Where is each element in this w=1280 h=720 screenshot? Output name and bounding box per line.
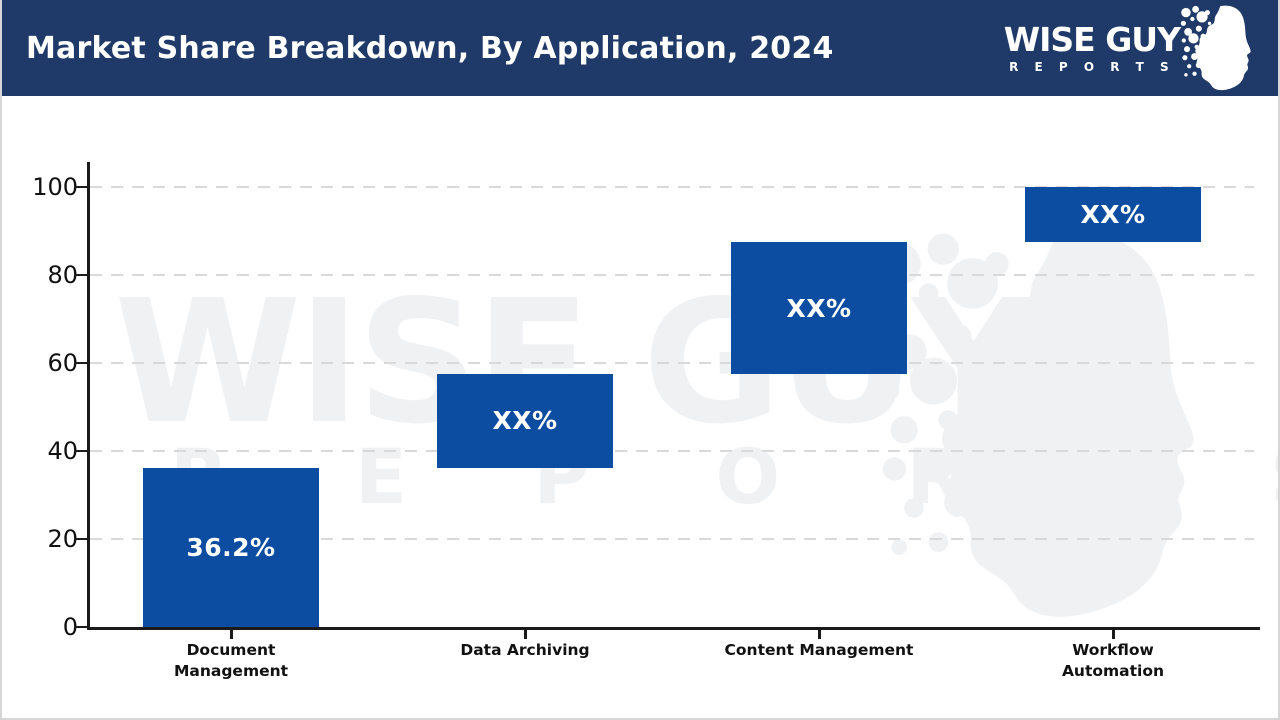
x-category-line: Management xyxy=(173,662,289,680)
y-tick-mark xyxy=(75,274,87,276)
x-axis-line xyxy=(87,627,1260,630)
y-tick-label: 100 xyxy=(32,173,78,201)
watermark-face-icon xyxy=(870,222,1202,628)
bar-segment: XX% xyxy=(437,374,613,468)
y-tick-label: 60 xyxy=(47,349,78,377)
bar-segment: 36.2% xyxy=(143,467,319,627)
y-tick-label: 20 xyxy=(47,525,78,553)
brand-name: WISE GUY xyxy=(1003,19,1181,59)
y-tick-label: 40 xyxy=(47,437,78,465)
y-tick-mark xyxy=(75,626,87,628)
x-category-line: Workflow xyxy=(1072,641,1154,659)
x-tick-mark xyxy=(818,630,821,639)
gridline xyxy=(90,362,1254,364)
bar-value-label: XX% xyxy=(1080,200,1146,230)
y-tick-mark xyxy=(75,362,87,364)
x-category-line: Content Management xyxy=(724,641,914,659)
y-tick-mark xyxy=(75,450,87,452)
y-tick-mark xyxy=(75,186,87,188)
brand-logo: WISE GUY R E P O R T S xyxy=(1004,4,1256,92)
x-category-line: Data Archiving xyxy=(460,641,590,659)
bar-value-label: 36.2% xyxy=(186,532,276,562)
y-axis-line xyxy=(87,162,90,630)
x-category-line: Automation xyxy=(1061,662,1165,680)
header-bar: Market Share Breakdown, By Application, … xyxy=(2,0,1278,96)
x-category-label: Content Management xyxy=(699,640,939,661)
y-tick-mark xyxy=(75,538,87,540)
x-tick-mark xyxy=(1112,630,1115,639)
gridline xyxy=(90,274,1254,276)
brand-tagline: R E P O R T S xyxy=(1009,59,1175,74)
y-tick-label: 0 xyxy=(62,613,78,641)
gridline xyxy=(90,538,1254,540)
brand-logo-text: WISE GUY R E P O R T S xyxy=(1003,19,1181,74)
brand-face-icon xyxy=(1176,4,1256,92)
bar-value-label: XX% xyxy=(786,293,852,323)
gridline xyxy=(90,186,1254,188)
x-category-line: Document xyxy=(186,641,276,659)
bar-segment: XX% xyxy=(1025,187,1201,243)
x-category-label: Workflow Automation xyxy=(993,640,1233,682)
x-category-label: Document Management xyxy=(111,640,351,682)
page-title: Market Share Breakdown, By Application, … xyxy=(26,30,834,66)
x-tick-mark xyxy=(230,630,233,639)
x-category-label: Data Archiving xyxy=(405,640,645,661)
gridline xyxy=(90,450,1254,452)
bar-segment: XX% xyxy=(731,242,907,374)
x-tick-mark xyxy=(524,630,527,639)
bar-value-label: XX% xyxy=(492,406,558,436)
y-tick-label: 80 xyxy=(47,261,78,289)
